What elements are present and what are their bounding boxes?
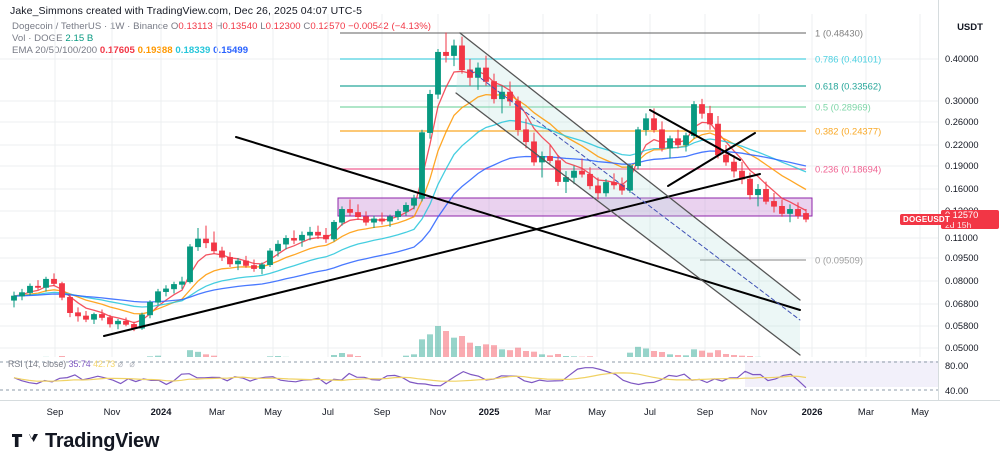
legend-volume-label[interactable]: Vol · DOGE — [12, 32, 63, 44]
bar-countdown: 2d 15h — [945, 219, 972, 230]
fib-level-label-3: 0.5 (0.28969) — [815, 101, 871, 113]
price-tick-11: 0.05800 — [945, 321, 979, 331]
price-tick-7: 0.11000 — [945, 233, 978, 243]
fib-level-label-0: 1 (0.48430) — [815, 27, 863, 39]
legend-volume-row: Vol · DOGE 2.15 B — [12, 33, 431, 45]
time-tick-8: 2025 — [478, 406, 500, 417]
time-tick-13: Nov — [750, 406, 768, 417]
attribution-text: Jake_Simmons created with TradingView.co… — [10, 5, 363, 17]
trendlines — [103, 32, 801, 356]
time-tick-4: May — [264, 406, 282, 417]
time-tick-15: Mar — [857, 406, 875, 417]
time-tick-9: Mar — [534, 406, 552, 417]
time-tick-14: 2026 — [801, 406, 823, 417]
price-tick-1: 0.30000 — [945, 96, 979, 106]
legend-low-value: 0.12300 — [265, 21, 301, 32]
legend-open-value: 0.13113 — [178, 21, 213, 32]
price-tick-14: 40.00 — [945, 386, 969, 396]
time-tick-6: Sep — [373, 406, 391, 417]
legend-high-label: H — [215, 21, 223, 32]
fib-retracement-lines — [340, 32, 806, 261]
footer-bar: TradingView — [0, 422, 1000, 462]
time-axis[interactable]: Sep Nov 2024 Mar May Jul Sep Nov 2025 Mar May Jul Se… — [0, 400, 1000, 422]
time-tick-11: Jul — [644, 406, 656, 417]
ema-lines — [13, 70, 807, 324]
rsi-pane[interactable] — [0, 357, 938, 397]
legend-close-label: C — [303, 21, 311, 32]
price-tick-13: 80.00 — [945, 361, 969, 371]
time-tick-1: Nov — [103, 406, 121, 417]
fib-level-label-5: 0.236 (0.18694) — [815, 163, 882, 175]
support-resistance-band — [337, 197, 813, 217]
fib-level-label-1: 0.786 (0.40101) — [815, 53, 882, 65]
price-tick-3: 0.22000 — [945, 140, 979, 150]
symbol-price-tag: DOGEUSDT — [900, 214, 953, 226]
grid-lines — [0, 14, 938, 366]
time-tick-2: 2024 — [150, 406, 172, 417]
candlesticks — [11, 32, 809, 332]
time-tick-0: Sep — [46, 406, 64, 417]
legend-ema20-value: 0.17605 — [99, 44, 135, 56]
legend-ema100-value: 0.18339 — [175, 44, 211, 56]
legend-change-value: −0.00542 (−4.13%) — [348, 21, 432, 32]
legend-ema200-value: 0.15499 — [213, 44, 249, 56]
settings-icon[interactable]: ⌀ ⌀ — [117, 359, 137, 369]
tradingview-logo[interactable]: TradingView — [12, 430, 159, 453]
price-axis[interactable]: USDT 0.40000 0.30000 0.26000 0.22000 0.19000… — [938, 0, 1000, 400]
rsi-value: 35.74 — [68, 359, 91, 369]
current-price-tag: 0.12570 2d 15h — [941, 210, 999, 229]
legend-high-value: 0.13540 — [222, 21, 258, 32]
price-tick-8: 0.09500 — [945, 253, 979, 263]
rsi-value-secondary: 42.73 — [93, 359, 116, 369]
price-tick-4: 0.19000 — [945, 161, 979, 171]
price-tick-10: 0.06800 — [945, 299, 979, 309]
rsi-ma-line — [13, 372, 807, 382]
time-tick-12: Sep — [696, 406, 714, 417]
rsi-label[interactable]: RSI (14, close) — [8, 359, 67, 369]
price-tick-0: 0.40000 — [945, 54, 979, 64]
time-tick-3: Mar — [208, 406, 226, 417]
legend-symbol[interactable]: Dogecoin / TetherUS · 1W · Binance — [12, 21, 169, 32]
time-tick-10: May — [588, 406, 606, 417]
fib-level-label-4: 0.382 (0.24377) — [815, 125, 882, 137]
price-tick-12: 0.05000 — [945, 343, 979, 353]
price-tick-9: 0.08000 — [945, 276, 979, 286]
fib-level-label-6: 0 (0.09509) — [815, 254, 863, 266]
price-tick-2: 0.26000 — [945, 117, 979, 127]
rsi-legend: RSI (14, close) 35.74 42.73 ⌀ ⌀ — [8, 359, 137, 370]
price-axis-unit: USDT — [957, 22, 983, 33]
price-tick-5: 0.16000 — [945, 184, 979, 194]
fib-level-label-2: 0.618 (0.33562) — [815, 80, 882, 92]
legend-ema50-value: 0.19388 — [137, 44, 173, 56]
time-tick-7: Nov — [429, 406, 447, 417]
legend-volume-value: 2.15 B — [65, 32, 94, 44]
tradingview-wordmark: TradingView — [45, 430, 160, 452]
time-tick-16: May — [911, 406, 929, 417]
current-price-value: 0.12570 — [945, 210, 979, 221]
price-plot[interactable] — [0, 14, 938, 394]
channel-fill — [456, 33, 800, 355]
legend-open-label: O — [170, 21, 179, 32]
time-tick-5: Jul — [322, 406, 334, 417]
legend-low-label: L — [260, 21, 266, 32]
tradingview-mark-icon — [12, 433, 38, 447]
